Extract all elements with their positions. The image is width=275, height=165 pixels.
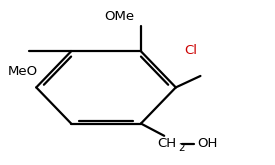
Text: 2: 2 [178, 143, 185, 153]
Text: CH: CH [157, 137, 176, 150]
Text: MeO: MeO [7, 65, 38, 78]
Text: OMe: OMe [105, 10, 135, 23]
Text: Cl: Cl [185, 44, 197, 57]
Text: OH: OH [198, 137, 218, 150]
